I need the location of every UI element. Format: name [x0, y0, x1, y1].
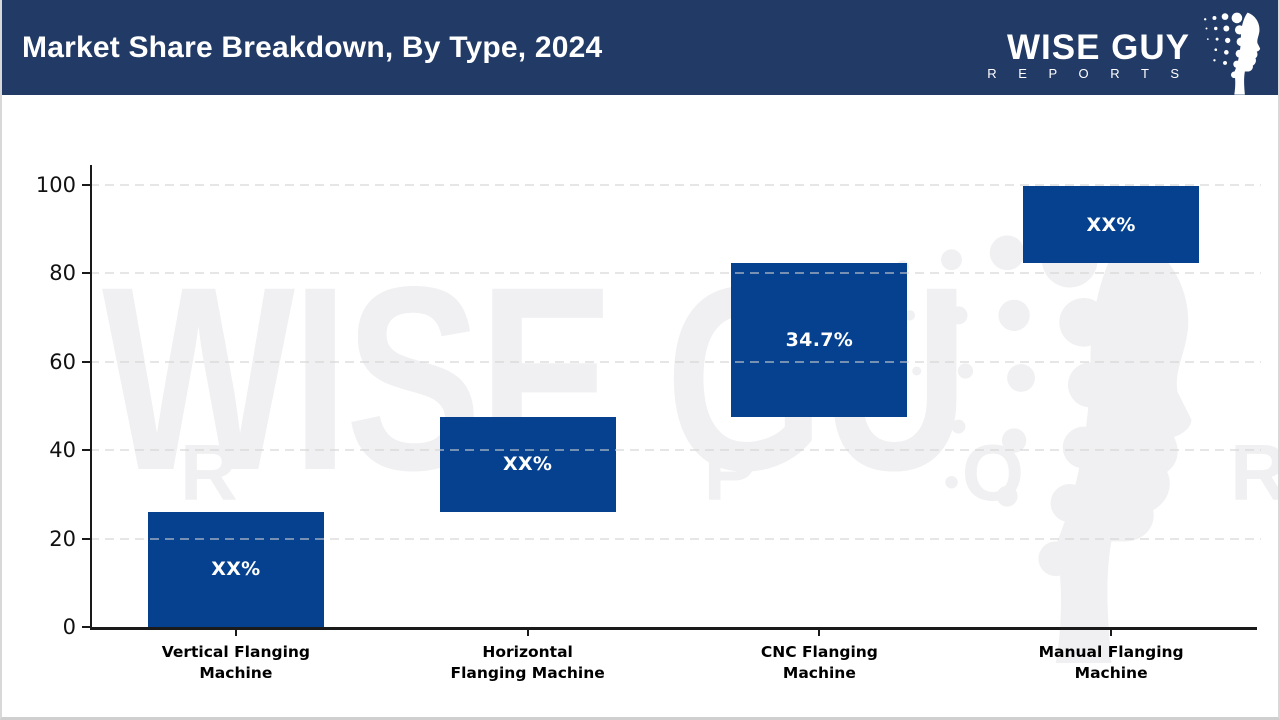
x-axis	[90, 627, 1257, 630]
y-tick-label: 20	[49, 526, 76, 551]
bar-segment	[147, 511, 324, 627]
x-category-label: Vertical Flanging Machine	[161, 643, 311, 682]
bar-value-label: XX%	[211, 558, 261, 581]
y-tick-label: 0	[62, 615, 76, 639]
y-tick-label: 40	[49, 438, 76, 463]
page-title: Market Share Breakdown, By Type, 2024	[22, 30, 603, 64]
bar-segment	[1023, 186, 1200, 264]
header-band: Market Share Breakdown, By Type, 2024 WI…	[2, 0, 1278, 95]
y-tick-mark	[82, 626, 90, 628]
x-tick-mark	[818, 627, 821, 636]
logo-subtext: R E P O R T S	[987, 66, 1188, 81]
dotted-head-icon	[1203, 12, 1261, 95]
gridline	[90, 360, 1261, 363]
bar-value-label: 34.7%	[785, 328, 854, 351]
y-tick-mark	[82, 360, 90, 363]
bar-value-label: XX%	[1086, 213, 1136, 236]
x-category-label: Manual Flanging Machine	[1038, 643, 1184, 682]
y-tick-mark	[82, 537, 90, 540]
y-tick-mark	[82, 184, 90, 186]
bar-segment	[439, 416, 616, 512]
x-tick-mark	[526, 627, 529, 636]
gridline	[90, 449, 1261, 452]
x-category-label: Horizontal Flanging Machine	[450, 643, 605, 682]
plot-area: XX% Vertical Flanging Machine XX% Horizonta…	[2, 95, 1278, 717]
y-tick-mark	[82, 449, 90, 452]
y-tick-label: 80	[49, 261, 76, 286]
y-tick-label: 60	[49, 349, 76, 374]
x-category-label: CNC Flanging Machine	[760, 643, 878, 682]
y-tick-label: 100	[35, 173, 76, 197]
bar-value-label: XX%	[503, 453, 553, 476]
gridline	[90, 184, 1261, 186]
x-tick-mark	[1110, 627, 1113, 636]
y-axis	[90, 165, 92, 629]
bar-segment	[731, 263, 908, 417]
gridline	[90, 272, 1261, 275]
x-tick-mark	[234, 627, 237, 636]
y-tick-mark	[82, 272, 90, 275]
logo-wordmark: WISE GUY	[1006, 28, 1190, 67]
wiseguy-logo: WISE GUY R E P O R T S	[987, 6, 1268, 95]
gridline	[90, 537, 1261, 540]
